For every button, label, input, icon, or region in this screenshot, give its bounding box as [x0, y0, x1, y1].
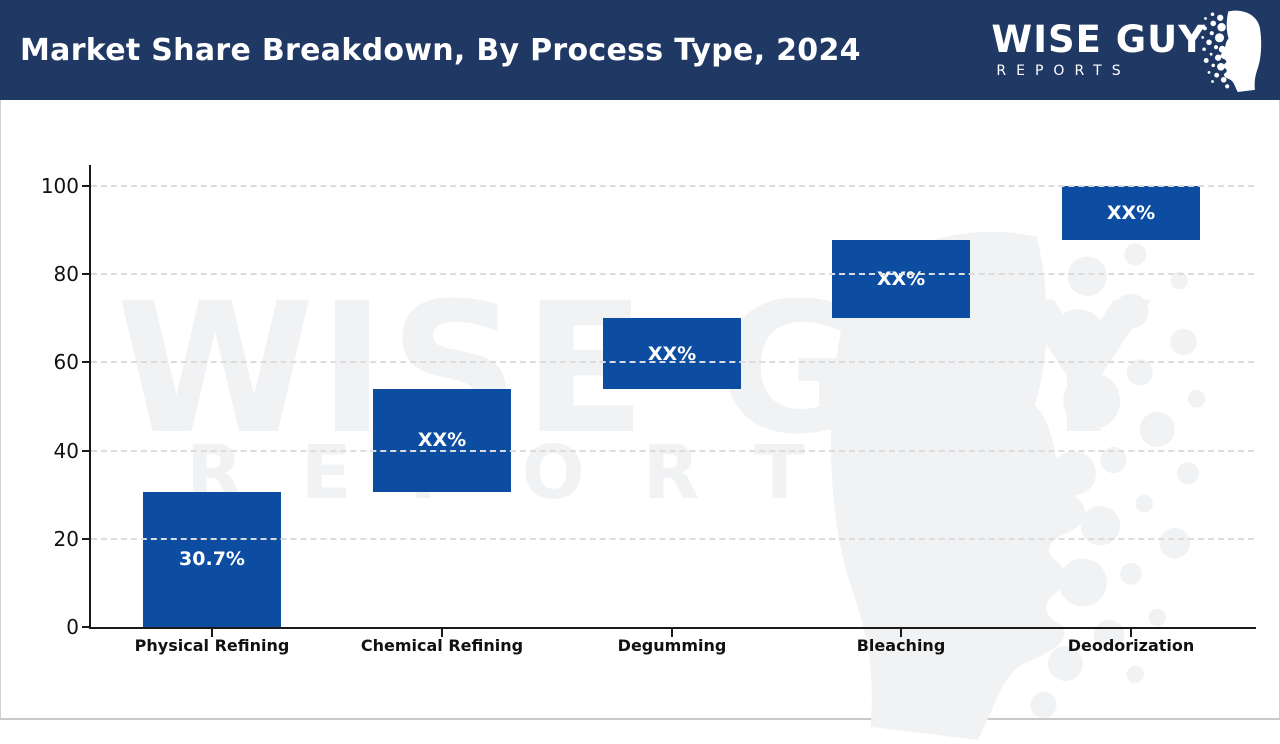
gridline-60	[91, 361, 1254, 364]
x-category-label: Bleaching	[856, 636, 946, 655]
bar-4: XX%	[1062, 186, 1200, 241]
bar-2: XX%	[603, 317, 741, 390]
bar-value-label: 30.7%	[179, 548, 245, 571]
gridline-20	[91, 537, 1254, 540]
y-tick-20	[82, 537, 89, 540]
brand-name: WISE GUY	[991, 18, 1206, 61]
x-category-label: Deodorization	[1067, 636, 1195, 655]
y-tick-label: 80	[53, 262, 79, 287]
bar-value-label: XX%	[876, 268, 926, 291]
bar-0: 30.7%	[143, 491, 281, 627]
watermark-text-secondary: REPORTS	[186, 430, 975, 516]
dotted-head-profile-icon	[1194, 8, 1266, 92]
x-tick-2	[671, 629, 673, 637]
y-tick-0	[82, 626, 89, 628]
x-category-label: Degumming	[617, 636, 727, 655]
y-tick-label: 20	[53, 526, 79, 551]
bar-value-label: XX%	[647, 342, 697, 365]
bar-1: XX%	[373, 389, 511, 492]
header-bar: Market Share Breakdown, By Process Type,…	[0, 0, 1280, 100]
y-tick-label: 40	[53, 438, 79, 463]
y-tick-60	[82, 361, 89, 364]
gridline-100	[91, 185, 1254, 187]
x-axis	[89, 627, 1256, 629]
bar-value-label: XX%	[417, 429, 467, 452]
y-tick-label: 60	[53, 350, 79, 375]
page-title: Market Share Breakdown, By Process Type,…	[20, 32, 861, 68]
y-axis	[89, 165, 91, 629]
gridline-80	[91, 273, 1254, 276]
y-tick-40	[82, 449, 89, 452]
y-tick-80	[82, 273, 89, 276]
x-tick-1	[441, 629, 443, 637]
y-tick-100	[82, 185, 89, 187]
chart-canvas: WISE GUY REPORTS 30.7% XX% XX% XX% XX% 0 20 40 6…	[0, 100, 1280, 740]
bar-3: XX%	[832, 240, 970, 318]
brand-subname: REPORTS	[996, 63, 1131, 79]
brand-logo: WISE GUY REPORTS	[991, 7, 1266, 93]
y-tick-label: 0	[66, 615, 79, 639]
brand-logo-text: WISE GUY REPORTS	[991, 21, 1206, 79]
x-tick-0	[211, 629, 213, 637]
x-category-label: Physical Refining	[134, 636, 290, 655]
x-category-label: Chemical Refining	[360, 636, 524, 655]
y-tick-label: 100	[40, 174, 79, 198]
bar-value-label: XX%	[1106, 202, 1156, 225]
gridline-40	[91, 449, 1254, 452]
